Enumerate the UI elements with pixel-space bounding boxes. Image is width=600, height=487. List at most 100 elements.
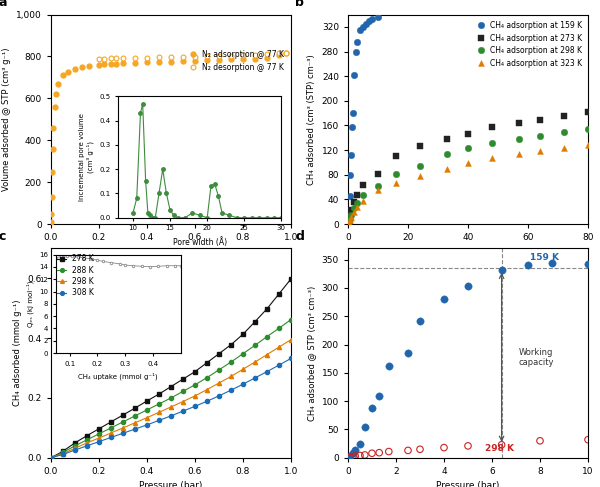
308 K [143, 422, 151, 428]
N₂ desorption @ 77 K [179, 54, 187, 60]
CH₄ adsorption at 298 K [344, 215, 354, 223]
N₂ adsorption @ 77 K [283, 50, 290, 56]
278 K [155, 391, 163, 397]
CH₄ adsorption at 159 K [347, 123, 356, 131]
Line: 288 K: 288 K [49, 318, 293, 460]
CH₄ adsorption at 273 K [344, 217, 353, 225]
308 K [167, 413, 175, 419]
CH₄ adsorption at 323 K [349, 208, 359, 216]
CH₄ adsorption at 159 K [364, 17, 374, 25]
CH₄ adsorption at 298 K [352, 199, 362, 207]
308 K [191, 403, 199, 409]
Point [523, 262, 533, 269]
N₂ adsorption @ 77 K [107, 61, 115, 67]
CH₄ adsorption at 298 K [415, 162, 425, 169]
Point [547, 259, 557, 267]
N₂ adsorption @ 77 K [47, 219, 55, 225]
CH₄ adsorption at 298 K [559, 129, 569, 136]
288 K [179, 389, 187, 394]
298 K [107, 430, 115, 436]
CH₄ adsorption at 159 K [346, 171, 355, 179]
298 K [155, 410, 163, 415]
N₂ desorption @ 77 K [107, 56, 115, 61]
CH₄ adsorption at 298 K [349, 204, 359, 212]
N₂ desorption @ 77 K [191, 54, 199, 59]
308 K [179, 408, 187, 414]
308 K [263, 369, 271, 375]
N₂ adsorption @ 77 K [227, 56, 235, 62]
N₂ desorption @ 77 K [239, 53, 247, 58]
Legend: N₂ adsorption @ 77 K, N₂ desorption @ 77 K: N₂ adsorption @ 77 K, N₂ desorption @ 77… [187, 47, 287, 75]
288 K [107, 425, 115, 431]
CH₄ adsorption at 273 K [535, 116, 545, 124]
Line: N₂ desorption @ 77 K: N₂ desorption @ 77 K [97, 50, 289, 61]
CH₄ adsorption at 298 K [343, 220, 353, 227]
Text: a: a [0, 0, 7, 9]
Text: b: b [295, 0, 304, 9]
308 K [275, 362, 283, 368]
Point [384, 362, 394, 370]
N₂ desorption @ 77 K [112, 55, 119, 61]
288 K [95, 431, 103, 437]
308 K [59, 451, 67, 457]
278 K [131, 405, 139, 411]
Legend: CH₄ adsorption at 159 K, CH₄ adsorption at 273 K, CH₄ adsorption at 298 K, CH₄ a: CH₄ adsorption at 159 K, CH₄ adsorption … [475, 19, 584, 71]
298 K [251, 359, 259, 365]
288 K [155, 401, 163, 407]
Point [403, 349, 413, 357]
298 K [167, 404, 175, 410]
CH₄ adsorption at 159 K [352, 38, 362, 46]
N₂ adsorption @ 77 K [131, 60, 139, 66]
N₂ desorption @ 77 K [143, 55, 151, 60]
Point [415, 318, 425, 325]
278 K [275, 291, 283, 297]
N₂ desorption @ 77 K [155, 55, 163, 60]
308 K [155, 417, 163, 423]
Point [497, 441, 506, 449]
278 K [215, 351, 223, 356]
Y-axis label: CH₄ adsorbed @ STP (cm³ cm⁻³): CH₄ adsorbed @ STP (cm³ cm⁻³) [307, 285, 316, 421]
288 K [191, 382, 199, 388]
Y-axis label: CH₄ adsorbed (cm³ (STP) cm⁻³): CH₄ adsorbed (cm³ (STP) cm⁻³) [307, 54, 316, 185]
298 K [239, 366, 247, 372]
308 K [215, 393, 223, 399]
CH₄ adsorption at 298 K [442, 150, 452, 158]
CH₄ adsorption at 159 K [373, 13, 383, 21]
308 K [47, 455, 55, 461]
CH₄ adsorption at 323 K [343, 220, 353, 228]
Text: 298 K: 298 K [485, 444, 514, 453]
X-axis label: Pressure (bar): Pressure (bar) [436, 481, 500, 487]
CH₄ adsorption at 323 K [343, 220, 353, 227]
CH₄ adsorption at 323 K [391, 180, 401, 187]
N₂ adsorption @ 77 K [119, 60, 127, 66]
CH₄ adsorption at 159 K [350, 48, 360, 56]
298 K [263, 352, 271, 357]
CH₄ adsorption at 273 K [559, 112, 569, 120]
X-axis label: Pressure (bar): Pressure (bar) [139, 481, 203, 487]
CH₄ adsorption at 323 K [352, 204, 362, 211]
N₂ adsorption @ 77 K [112, 61, 119, 67]
308 K [71, 447, 79, 453]
278 K [59, 448, 67, 454]
288 K [215, 367, 223, 373]
288 K [83, 437, 91, 443]
278 K [287, 276, 295, 282]
N₂ adsorption @ 77 K [49, 169, 56, 174]
288 K [131, 413, 139, 419]
278 K [191, 369, 199, 375]
CH₄ adsorption at 273 K [344, 213, 354, 221]
CH₄ adsorption at 298 K [583, 125, 593, 133]
Text: Working
capacity: Working capacity [518, 348, 554, 367]
298 K [83, 440, 91, 446]
N₂ adsorption @ 77 K [49, 146, 56, 151]
N₂ adsorption @ 77 K [203, 57, 211, 63]
Point [403, 447, 413, 454]
CH₄ adsorption at 159 K [358, 23, 368, 31]
Point [346, 451, 355, 459]
288 K [119, 419, 127, 425]
288 K [263, 334, 271, 339]
X-axis label: Relative pressure (P/P₀): Relative pressure (P/P₀) [118, 247, 224, 257]
Point [583, 436, 593, 444]
N₂ adsorption @ 77 K [79, 64, 86, 70]
N₂ adsorption @ 77 K [48, 194, 55, 200]
